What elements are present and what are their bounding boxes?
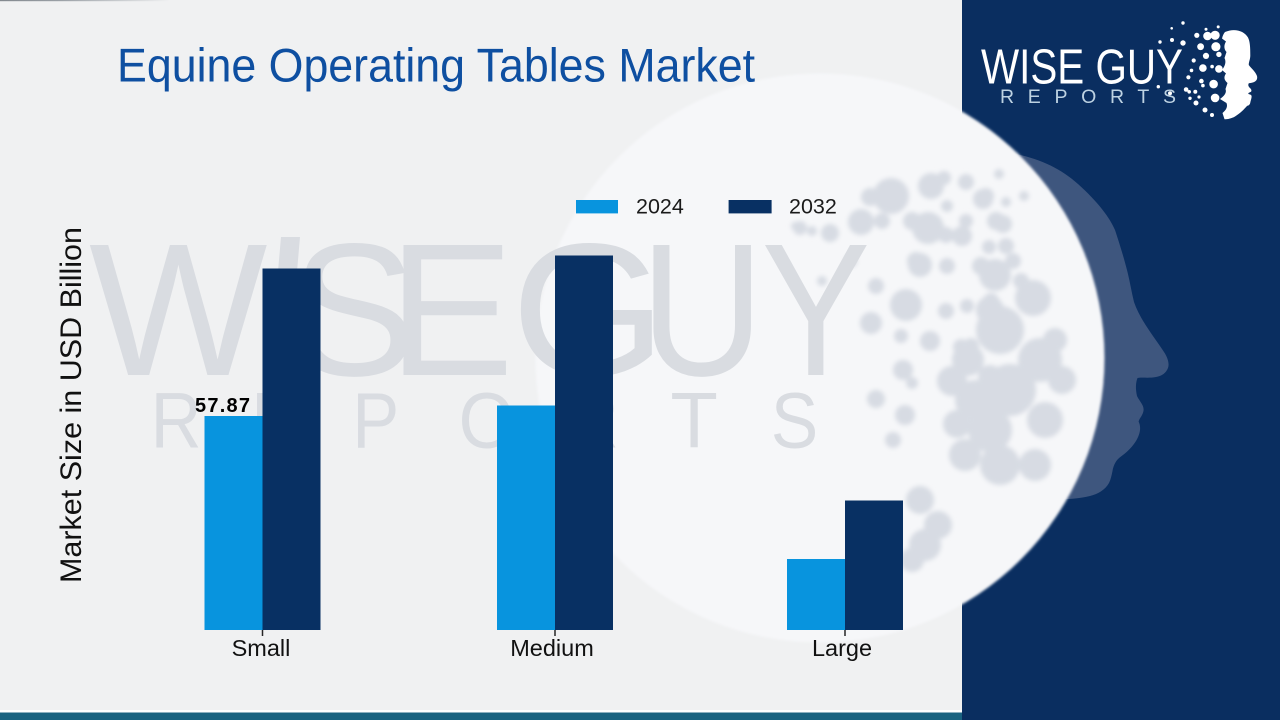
svg-text:U: U — [640, 205, 764, 416]
svg-text:57.87: 57.87 — [195, 395, 250, 417]
svg-text:W: W — [89, 205, 267, 416]
svg-text:2024: 2024 — [636, 195, 684, 219]
svg-text:2032: 2032 — [789, 195, 837, 219]
svg-text:Medium: Medium — [510, 635, 594, 661]
svg-text:P: P — [352, 377, 399, 465]
svg-text:R: R — [151, 377, 202, 465]
svg-text:Large: Large — [812, 635, 872, 661]
svg-text:Small: Small — [232, 635, 291, 661]
svg-text:Market Size in USD Billion: Market Size in USD Billion — [55, 227, 88, 583]
svg-text:S: S — [771, 377, 819, 465]
svg-text:WISE GUY: WISE GUY — [981, 41, 1183, 95]
svg-text:T: T — [670, 377, 718, 465]
svg-text:Equine Operating Tables Market: Equine Operating Tables Market — [117, 39, 755, 92]
svg-text:E: E — [388, 205, 514, 416]
svg-text:Y: Y — [761, 205, 870, 416]
